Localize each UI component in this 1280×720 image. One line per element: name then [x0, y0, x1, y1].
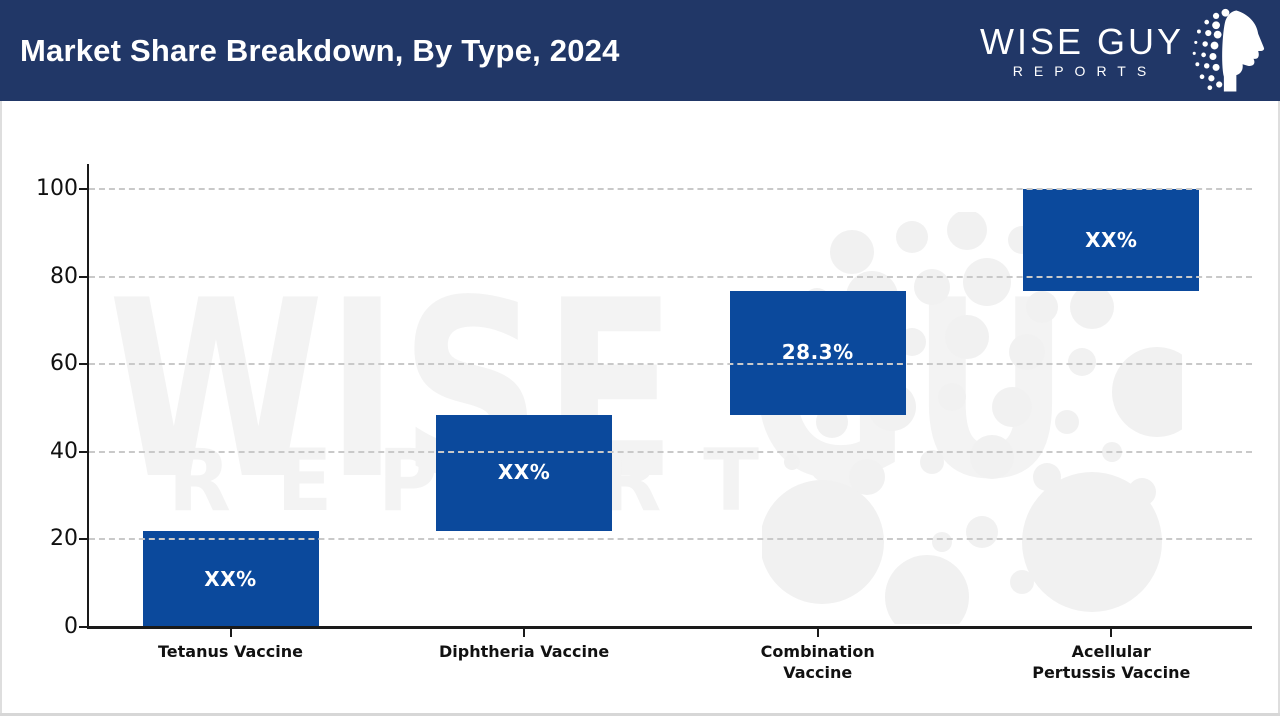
x-axis-tick-mark: [1110, 628, 1113, 637]
x-axis-tick-mark: [816, 628, 819, 637]
x-axis-tick-mark: [229, 628, 232, 637]
category-label-3: Combination Vaccine: [760, 642, 875, 682]
y-axis-tick-label: 40: [50, 438, 78, 464]
y-axis-tick-label: 80: [50, 263, 78, 289]
y-axis-tick-label: 20: [50, 526, 78, 552]
header-bar: Market Share Breakdown, By Type, 2024 WI…: [0, 0, 1280, 101]
bar-4: [1023, 189, 1200, 292]
gridline-40: [89, 450, 1252, 453]
logo-face-icon: [1192, 8, 1265, 92]
bar-value-label-2: XX%: [497, 460, 551, 485]
category-label-1: Tetanus Vaccine: [158, 642, 303, 661]
bar-1: [142, 530, 319, 627]
y-axis-tick-label: 0: [64, 614, 78, 639]
y-axis-tick-mark: [79, 450, 88, 453]
y-axis-tick-label: 100: [36, 176, 78, 201]
y-axis-tick-mark: [79, 275, 88, 278]
y-axis-tick-mark: [79, 538, 88, 541]
bar-2: [436, 415, 613, 531]
left-border-line: [0, 101, 2, 713]
y-axis-tick-mark: [79, 626, 88, 628]
wise-guy-reports-logo: WISE GUY REPORTS: [980, 5, 1266, 97]
bar-value-label-4: XX%: [1085, 228, 1138, 252]
x-axis-line: [87, 626, 1252, 629]
logo-wordmark: WISE GUY: [979, 20, 1184, 62]
y-axis-tick-label: 60: [50, 351, 78, 377]
bar-value-label-3: 28.3%: [781, 340, 854, 365]
gridline-100: [89, 188, 1252, 190]
y-axis-tick-mark: [79, 188, 88, 190]
logo-subtitle: REPORTS: [1012, 62, 1158, 79]
gridline-80: [89, 275, 1252, 278]
y-axis-line: [87, 164, 89, 629]
x-axis-tick-mark: [523, 628, 526, 637]
bar-value-label-1: XX%: [204, 566, 257, 591]
gridline-60: [89, 363, 1252, 366]
right-border-line: [1278, 101, 1280, 713]
page-title: Market Share Breakdown, By Type, 2024: [20, 32, 620, 68]
category-label-2: Diphtheria Vaccine: [438, 642, 610, 661]
bottom-border-line: [0, 713, 1280, 716]
gridline-20: [89, 538, 1252, 541]
y-axis-tick-mark: [79, 363, 88, 366]
bar-3: [729, 291, 906, 416]
category-label-4: Acellular Pertussis Vaccine: [1032, 642, 1191, 682]
